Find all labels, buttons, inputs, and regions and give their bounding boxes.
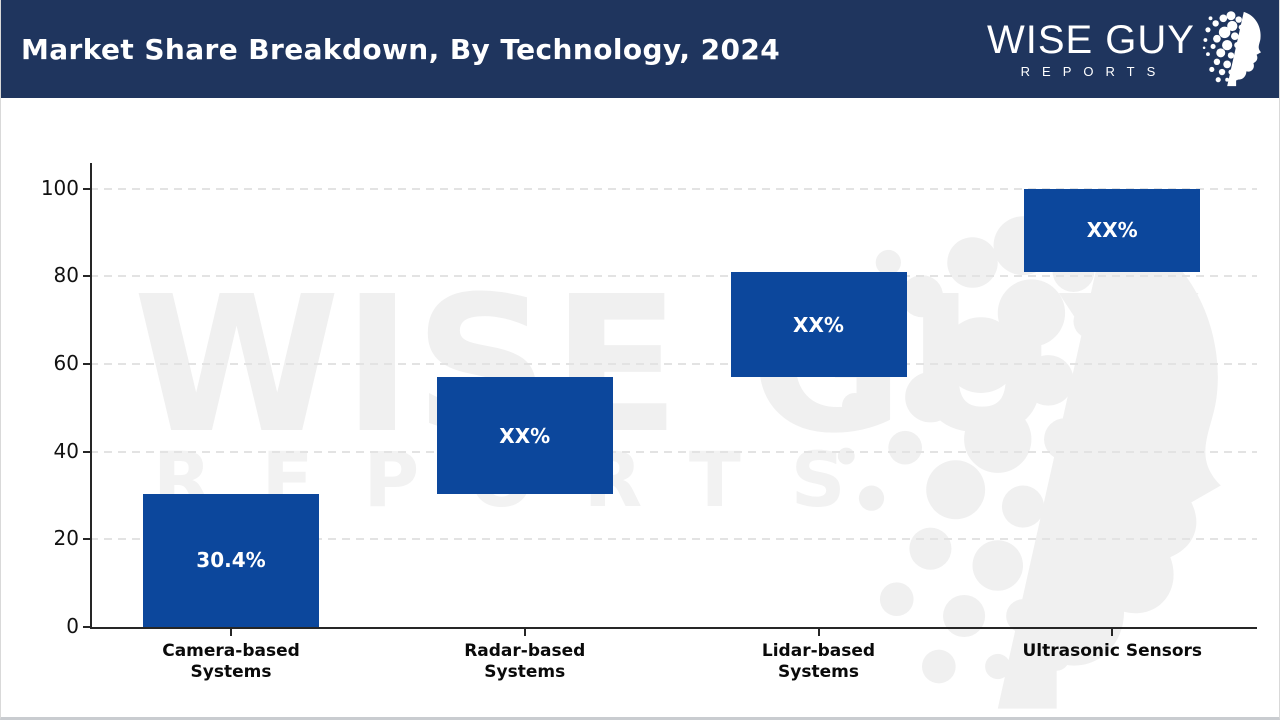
y-tick-label: 40: [53, 438, 79, 463]
y-tick-mark: [83, 275, 90, 278]
y-tick-mark: [83, 187, 90, 190]
bar: XX%: [436, 377, 613, 494]
bar-value-label: 30.4%: [196, 548, 266, 573]
wiseguy-logo-text: WISE GUY REPORTS: [987, 20, 1195, 78]
bar-value-label: XX%: [793, 312, 844, 337]
y-axis-line: [90, 163, 92, 629]
x-tick-mark: [523, 629, 526, 636]
bar: XX%: [730, 271, 907, 378]
x-tick-mark: [817, 629, 820, 636]
x-tick-mark: [1111, 629, 1114, 636]
x-category-label: Ultrasonic Sensors: [1022, 641, 1202, 661]
header-band: Market Share Breakdown, By Technology, 2…: [1, 0, 1279, 98]
wiseguy-logo: WISE GUY REPORTS: [987, 5, 1263, 93]
chart-title: Market Share Breakdown, By Technology, 2…: [21, 32, 781, 66]
y-tick-mark: [83, 538, 90, 541]
y-tick-label: 60: [53, 350, 79, 375]
y-tick-label: 100: [40, 175, 79, 200]
y-tick-mark: [83, 362, 90, 365]
x-tick-mark: [230, 629, 232, 636]
y-tick-mark: [83, 450, 90, 453]
wiseguy-face-icon: [1202, 11, 1262, 87]
gridline: [90, 362, 1257, 365]
logo-subtext: REPORTS: [1020, 64, 1168, 79]
bar-value-label: XX%: [499, 423, 551, 448]
logo-wordmark: WISE GUY: [986, 18, 1195, 62]
x-axis-line: [90, 627, 1257, 629]
x-category-label: Camera-based Systems: [162, 641, 300, 683]
x-category-label: Radar-based Systems: [464, 641, 586, 683]
gridline: [90, 187, 1257, 190]
y-tick-mark: [83, 626, 90, 628]
y-tick-label: 0: [66, 614, 79, 638]
x-category-label: Lidar-based Systems: [761, 641, 876, 683]
gridline: [90, 450, 1257, 453]
bar-value-label: XX%: [1086, 218, 1138, 243]
watermark-face-icon: [837, 216, 1221, 709]
gridline: [90, 275, 1257, 278]
y-tick-label: 20: [53, 526, 79, 551]
gridline: [90, 538, 1257, 541]
bar: XX%: [1024, 188, 1201, 272]
y-tick-label: 80: [53, 263, 79, 288]
bar: 30.4%: [143, 493, 319, 627]
